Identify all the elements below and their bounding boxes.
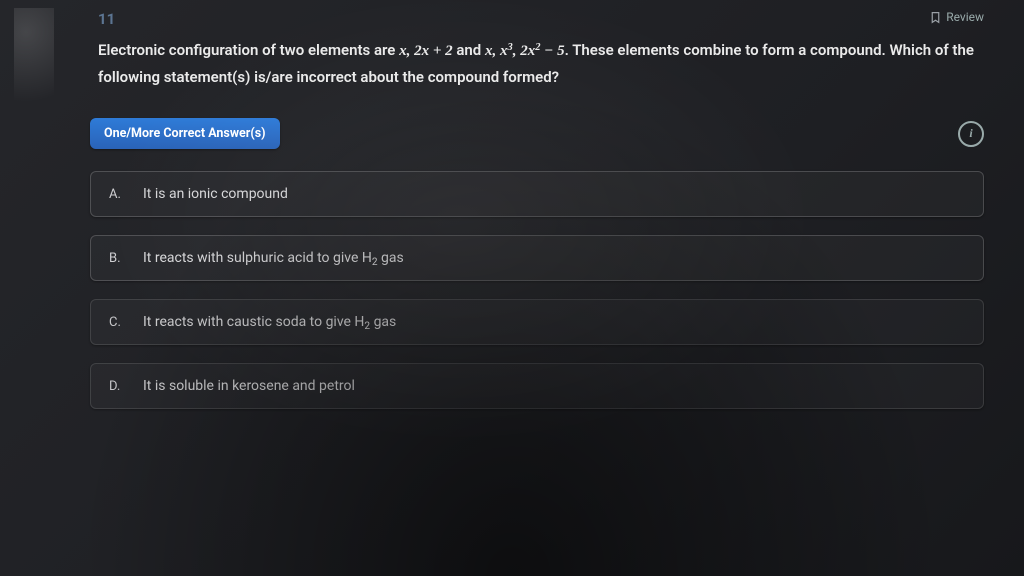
question-screen: 11 Review Electronic configuration of tw… [0,0,1024,576]
review-button[interactable]: Review [929,10,984,24]
bookmark-icon [929,11,942,24]
option-text: It reacts with caustic soda to give H2 g… [143,314,396,330]
review-label: Review [946,10,984,24]
option-text: It reacts with sulphuric acid to give H2… [143,250,404,266]
info-icon[interactable]: i [958,121,984,147]
options-list: A. It is an ionic compound B. It reacts … [90,171,984,409]
opt-text-pre: It is an ionic compound [143,186,288,202]
q-sup2: 2 [535,42,540,53]
q-seg2: x, x [485,43,508,59]
opt-sub: 2 [372,257,378,268]
q-seg1: x, 2x + 2 [399,43,453,59]
option-letter: D. [109,379,125,394]
opt-text-pre: It is soluble in kerosene and petrol [143,378,355,394]
option-d[interactable]: D. It is soluble in kerosene and petrol [90,363,984,409]
q-mid: and [453,41,485,59]
question-text: Electronic configuration of two elements… [98,38,976,90]
opt-text-pre: It reacts with sulphuric acid to give H [143,250,372,266]
opt-text-pre: It reacts with caustic soda to give H [143,314,364,330]
option-letter: A. [109,187,125,202]
q-prefix: Electronic configuration of two elements… [98,41,399,59]
info-glyph: i [969,126,972,141]
answer-type-pill: One/More Correct Answer(s) [90,118,280,149]
option-c[interactable]: C. It reacts with caustic soda to give H… [90,299,984,345]
q-sup1: 3 [507,42,512,53]
q-seg4: − 5 [540,43,564,59]
option-letter: C. [109,315,125,330]
glare-decoration [14,8,54,128]
top-bar: 11 Review [90,10,984,32]
option-text: It is an ionic compound [143,186,288,202]
option-text: It is soluble in kerosene and petrol [143,378,355,394]
option-a[interactable]: A. It is an ionic compound [90,171,984,217]
option-b[interactable]: B. It reacts with sulphuric acid to give… [90,235,984,281]
opt-text-post: gas [370,314,396,330]
question-number: 11 [90,10,115,28]
opt-text-post: gas [378,250,404,266]
opt-sub: 2 [364,321,370,332]
answer-type-row: One/More Correct Answer(s) i [90,118,984,149]
q-seg3: , 2x [513,43,536,59]
option-letter: B. [109,251,125,266]
